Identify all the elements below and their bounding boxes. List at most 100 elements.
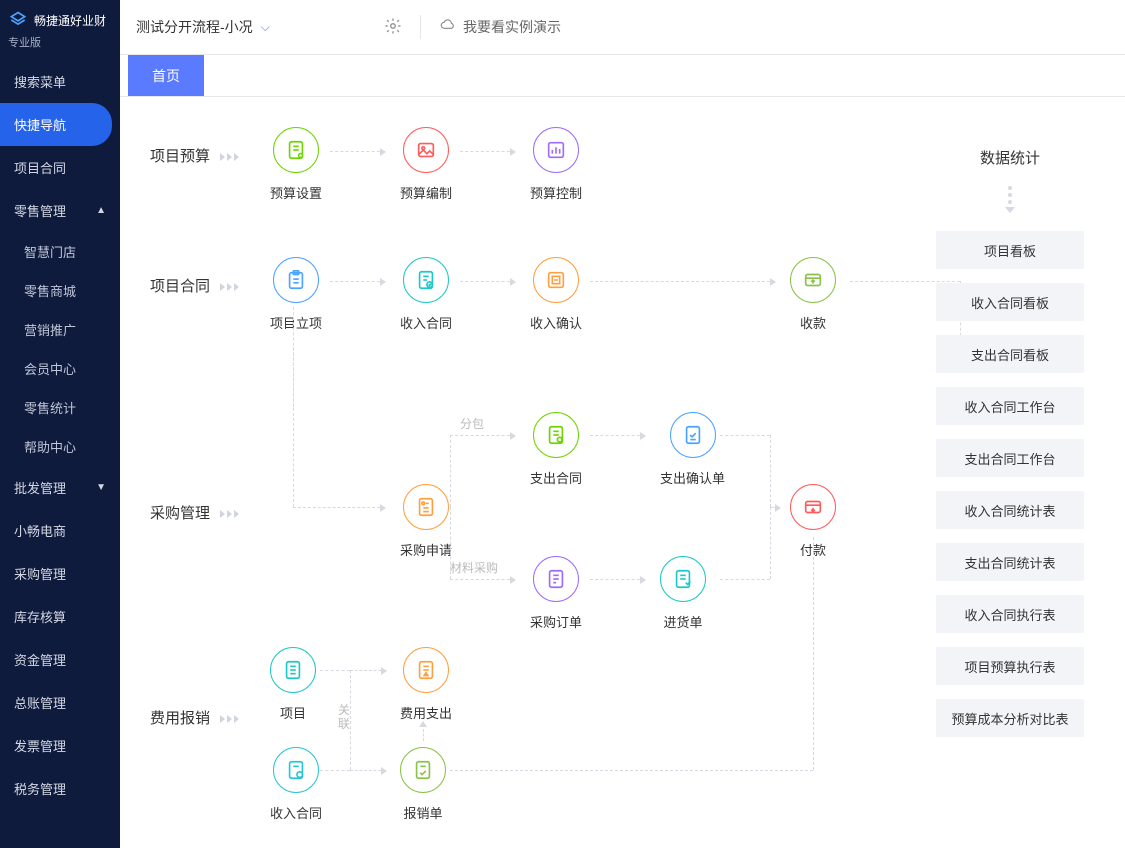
connector: [320, 770, 350, 771]
main-area: 测试分开流程-小况 ⌵ 我要看实例演示 首页: [120, 0, 1125, 848]
cloud-icon: [439, 17, 457, 38]
arrow: [460, 151, 515, 152]
sidebar-item-inventory[interactable]: 库存核算: [0, 595, 120, 638]
stat-btn-cost-compare[interactable]: 预算成本分析对比表: [936, 699, 1084, 737]
org-selector[interactable]: 测试分开流程-小况 ⌵: [136, 17, 366, 37]
stat-btn-expense-dashboard[interactable]: 支出合同看板: [936, 335, 1084, 373]
connector: [293, 347, 294, 507]
arrow: [450, 435, 515, 436]
node-expense-confirm[interactable]: 支出确认单: [660, 412, 725, 487]
arrow: [590, 579, 645, 580]
sidebar-sub-retailstats[interactable]: 零售统计: [0, 388, 120, 427]
sidebar-item-tax[interactable]: 税务管理: [0, 767, 120, 810]
node-project-setup[interactable]: 项目立项: [270, 257, 322, 332]
chevron-down-icon: ⌵: [261, 20, 270, 35]
sidebar: 畅捷通好业财 专业版 搜索菜单 快捷导航 项目合同 零售管理 ▲ 智慧门店 零售…: [0, 0, 120, 848]
sidebar-item-quicknav[interactable]: 快捷导航: [0, 103, 112, 146]
image-icon: [403, 127, 449, 173]
project-icon: [270, 647, 316, 693]
document-icon: [273, 127, 319, 173]
node-project[interactable]: 项目: [270, 647, 316, 722]
node-purchase-request[interactable]: 采购申请: [400, 484, 452, 559]
node-budget-setting[interactable]: 预算设置: [270, 127, 322, 202]
stat-btn-income-workbench[interactable]: 收入合同工作台: [936, 387, 1084, 425]
branch-label-bottom: 材料采购: [450, 559, 498, 576]
node-purchase-order[interactable]: 采购订单: [530, 556, 582, 631]
edition-label: 专业版: [0, 34, 120, 60]
sidebar-sub-smartstore[interactable]: 智慧门店: [0, 232, 120, 271]
stat-btn-income-stats[interactable]: 收入合同统计表: [936, 491, 1084, 529]
chevron-right-icon: [220, 510, 239, 518]
assoc-label: 关联: [338, 703, 350, 732]
stat-btn-expense-workbench[interactable]: 支出合同工作台: [936, 439, 1084, 477]
contract-icon: [533, 412, 579, 458]
node-receipt[interactable]: 收款: [790, 257, 836, 332]
connector: [450, 435, 451, 507]
sidebar-item-ledger[interactable]: 总账管理: [0, 681, 120, 724]
document-check-icon: [403, 257, 449, 303]
gear-icon[interactable]: [384, 17, 402, 38]
stat-btn-project-dashboard[interactable]: 项目看板: [936, 231, 1084, 269]
node-expense-contract[interactable]: 支出合同: [530, 412, 582, 487]
logo-icon: [8, 10, 28, 30]
sidebar-sub-marketing[interactable]: 营销推广: [0, 310, 120, 349]
section-label-purchase: 采购管理: [150, 387, 250, 523]
sidebar-item-ecommerce[interactable]: 小畅电商: [0, 509, 120, 552]
node-income-confirm[interactable]: 收入确认: [530, 257, 582, 332]
sidebar-item-purchase[interactable]: 采购管理: [0, 552, 120, 595]
connector: [450, 770, 813, 771]
sidebar-item-wholesale[interactable]: 批发管理 ▼: [0, 466, 120, 509]
arrow: [770, 507, 780, 508]
chevron-up-icon: ▲: [96, 205, 106, 216]
receipt-icon: [660, 556, 706, 602]
sidebar-item-funds[interactable]: 资金管理: [0, 638, 120, 681]
arrow: [460, 281, 515, 282]
money-in-icon: [790, 257, 836, 303]
chevron-right-icon: [220, 153, 239, 161]
chevron-right-icon: [220, 283, 239, 291]
sidebar-item-invoice[interactable]: 发票管理: [0, 724, 120, 767]
connector: [770, 435, 771, 507]
stat-btn-income-exec[interactable]: 收入合同执行表: [936, 595, 1084, 633]
arrow: [293, 507, 385, 508]
sidebar-sub-member[interactable]: 会员中心: [0, 349, 120, 388]
stat-btn-budget-exec[interactable]: 项目预算执行表: [936, 647, 1084, 685]
reimburse-icon: [400, 747, 446, 793]
node-income-contract[interactable]: 收入合同: [400, 257, 452, 332]
sidebar-item-retail[interactable]: 零售管理 ▲: [0, 189, 120, 232]
org-name: 测试分开流程-小况: [136, 17, 253, 37]
node-goods-receipt[interactable]: 进货单: [660, 556, 706, 631]
stat-btn-expense-stats[interactable]: 支出合同统计表: [936, 543, 1084, 581]
divider: [420, 15, 421, 39]
flow-canvas: 项目预算 预算设置 预算编制 预算控制: [120, 97, 1125, 848]
arrow-up-icon: [419, 721, 427, 727]
expense-icon: [403, 647, 449, 693]
clipboard-icon: [273, 257, 319, 303]
section-label-expense: 费用报销: [150, 647, 250, 728]
sidebar-item-project-contract[interactable]: 项目合同: [0, 146, 120, 189]
node-budget-edit[interactable]: 预算编制: [400, 127, 452, 202]
node-expense-out[interactable]: 费用支出: [400, 647, 452, 722]
stats-panel: 数据统计 项目看板 收入合同看板 支出合同看板 收入合同工作台 支出合同工作台 …: [925, 147, 1095, 737]
node-budget-control[interactable]: 预算控制: [530, 127, 582, 202]
node-reimburse[interactable]: 报销单: [400, 747, 446, 822]
connector: [770, 507, 771, 579]
arrow: [590, 281, 775, 282]
request-icon: [403, 484, 449, 530]
sidebar-search[interactable]: 搜索菜单: [0, 60, 120, 103]
tabs: 首页: [120, 55, 1125, 97]
connector: [720, 579, 770, 580]
tab-home[interactable]: 首页: [128, 55, 204, 96]
contract-icon: [273, 747, 319, 793]
arrow: [330, 281, 385, 282]
brand-name: 畅捷通好业财: [34, 12, 106, 29]
sidebar-sub-retailmall[interactable]: 零售商城: [0, 271, 120, 310]
node-income-contract-2[interactable]: 收入合同: [270, 747, 322, 822]
stats-title: 数据统计: [980, 147, 1040, 168]
stat-btn-income-dashboard[interactable]: 收入合同看板: [936, 283, 1084, 321]
demo-link[interactable]: 我要看实例演示: [439, 17, 561, 38]
section-label-contract: 项目合同: [150, 257, 250, 296]
sidebar-sub-help[interactable]: 帮助中心: [0, 427, 120, 466]
connector: [813, 537, 814, 770]
arrow: [330, 151, 385, 152]
